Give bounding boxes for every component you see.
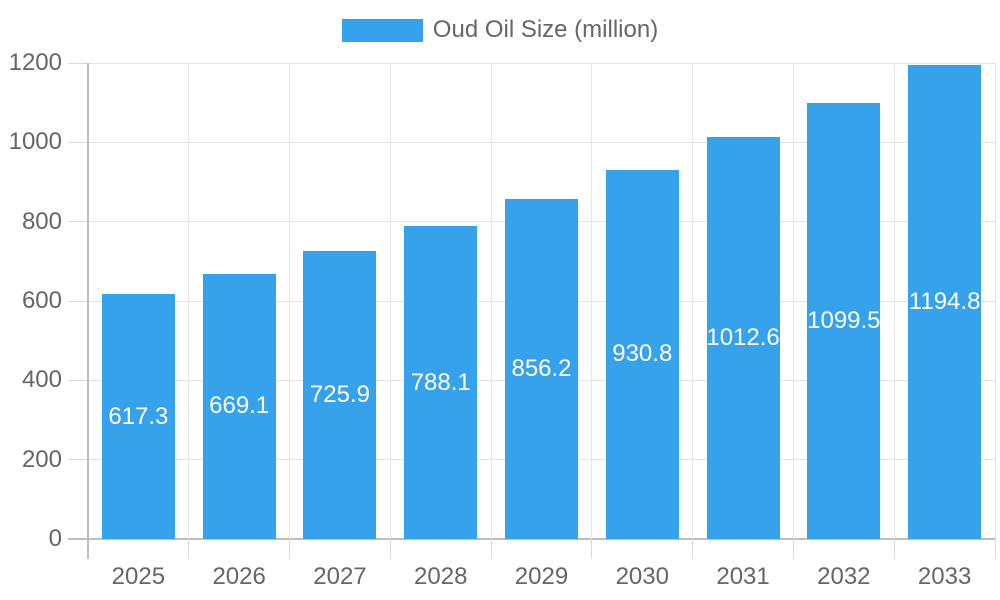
y-tick-label: 1200 (8, 49, 62, 76)
bar-value-label: 1099.5 (807, 306, 881, 334)
x-tick-label: 2029 (514, 563, 569, 590)
x-tick-label: 2031 (716, 563, 770, 590)
v-gridline (692, 63, 694, 539)
bar-value-label: 1194.8 (908, 288, 981, 316)
h-gridline (88, 141, 995, 143)
y-tick-mark (68, 141, 88, 143)
v-gridline (188, 63, 190, 539)
y-tick-label: 0 (48, 525, 62, 552)
v-gridline (792, 63, 794, 539)
bar-2030[interactable] (605, 169, 679, 539)
bar-value-label: 669.1 (209, 392, 270, 420)
x-tick-mark (994, 539, 996, 559)
y-tick-mark (68, 300, 88, 302)
v-gridline (389, 63, 391, 539)
y-tick-mark (68, 538, 88, 540)
bar-value-label: 930.8 (612, 340, 673, 368)
bar-2025[interactable] (101, 294, 175, 539)
bar-value-label: 617.3 (108, 402, 169, 430)
y-tick-mark (68, 379, 88, 381)
v-gridline (490, 63, 492, 539)
x-tick-mark (87, 539, 89, 559)
x-tick-label: 2030 (615, 563, 669, 590)
y-tick-label: 200 (21, 445, 62, 473)
legend-label: Oud Oil Size (million) (432, 16, 659, 43)
y-tick-label: 800 (21, 207, 62, 235)
bar-2027[interactable] (303, 251, 377, 539)
x-tick-mark (591, 539, 593, 559)
x-tick-label: 2032 (817, 563, 871, 590)
y-tick-mark (68, 221, 88, 223)
x-tick-label: 2026 (212, 563, 266, 590)
bar-value-label: 788.1 (410, 368, 471, 396)
x-tick-mark (792, 539, 794, 559)
y-tick-label: 400 (21, 366, 62, 394)
h-gridline (88, 62, 995, 64)
x-tick-label: 2033 (917, 563, 972, 590)
x-tick-mark (188, 539, 190, 559)
bar-2028[interactable] (404, 226, 478, 539)
bar-value-label: 725.9 (309, 381, 370, 409)
bar-2033[interactable] (908, 65, 982, 539)
legend-swatch (341, 18, 423, 42)
y-axis-line (87, 63, 89, 539)
bar-value-label: 856.2 (511, 355, 572, 383)
x-tick-mark (893, 539, 895, 559)
v-gridline (994, 63, 996, 539)
bar-2026[interactable] (202, 273, 276, 539)
bar-value-label: 1012.6 (706, 324, 780, 352)
x-tick-mark (389, 539, 391, 559)
legend-item[interactable]: Oud Oil Size (million) (0, 18, 1000, 42)
x-tick-mark (289, 539, 291, 559)
x-tick-label: 2025 (111, 563, 166, 590)
x-axis-line (88, 538, 995, 540)
x-tick-label: 2028 (414, 563, 468, 590)
bar-2029[interactable] (505, 199, 578, 539)
y-tick-label: 1000 (8, 128, 62, 156)
v-gridline (591, 63, 593, 539)
y-tick-mark (68, 459, 88, 461)
bar-2031[interactable] (706, 137, 780, 539)
v-gridline (289, 63, 291, 539)
x-tick-label: 2027 (313, 563, 367, 590)
v-gridline (893, 63, 895, 539)
x-tick-mark (692, 539, 694, 559)
x-tick-mark (490, 539, 492, 559)
bar-2032[interactable] (807, 102, 881, 539)
y-tick-label: 600 (21, 287, 62, 314)
y-tick-mark (68, 62, 88, 64)
